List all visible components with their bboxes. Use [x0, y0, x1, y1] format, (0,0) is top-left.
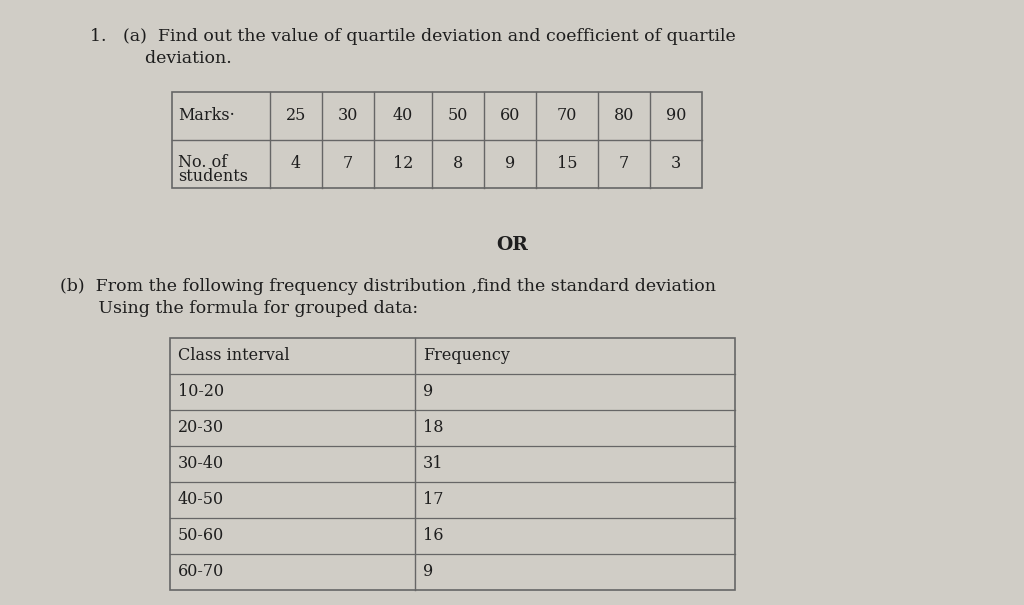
Text: 9: 9 [505, 155, 515, 172]
Text: No. of: No. of [178, 154, 227, 171]
Text: 7: 7 [618, 155, 629, 172]
Text: 40-50: 40-50 [178, 491, 224, 508]
Text: 50-60: 50-60 [178, 528, 224, 544]
Bar [172, 92, 702, 188]
Text: 25: 25 [286, 108, 306, 125]
Text: 60-70: 60-70 [178, 563, 224, 581]
Text: 4: 4 [291, 155, 301, 172]
Text: 80: 80 [613, 108, 634, 125]
Text: 31: 31 [423, 456, 443, 473]
Text: Frequency: Frequency [423, 347, 510, 364]
Text: 9: 9 [423, 384, 433, 401]
Text: Marks·: Marks· [178, 108, 234, 125]
Text: 9: 9 [423, 563, 433, 581]
Text: 12: 12 [393, 155, 414, 172]
Text: 10-20: 10-20 [178, 384, 224, 401]
Text: 20-30: 20-30 [178, 419, 224, 436]
Text: 7: 7 [343, 155, 353, 172]
Text: Using the formula for grouped data:: Using the formula for grouped data: [60, 300, 418, 317]
Text: 1.   (a)  Find out the value of quartile deviation and coefficient of quartile: 1. (a) Find out the value of quartile de… [90, 28, 736, 45]
Text: 30: 30 [338, 108, 358, 125]
Text: 90: 90 [666, 108, 686, 125]
Text: 30-40: 30-40 [178, 456, 224, 473]
Text: OR: OR [496, 236, 528, 254]
Text: 15: 15 [557, 155, 578, 172]
Text: 50: 50 [447, 108, 468, 125]
Text: 70: 70 [557, 108, 578, 125]
Text: 17: 17 [423, 491, 443, 508]
Text: Class interval: Class interval [178, 347, 290, 364]
Text: 18: 18 [423, 419, 443, 436]
Bar [170, 338, 735, 590]
Text: 8: 8 [453, 155, 463, 172]
Text: students: students [178, 168, 248, 185]
Text: (b)  From the following frequency distribution ,find the standard deviation: (b) From the following frequency distrib… [60, 278, 716, 295]
Text: 60: 60 [500, 108, 520, 125]
Text: 16: 16 [423, 528, 443, 544]
Text: deviation.: deviation. [90, 50, 231, 67]
Text: 3: 3 [671, 155, 681, 172]
Text: 40: 40 [393, 108, 413, 125]
